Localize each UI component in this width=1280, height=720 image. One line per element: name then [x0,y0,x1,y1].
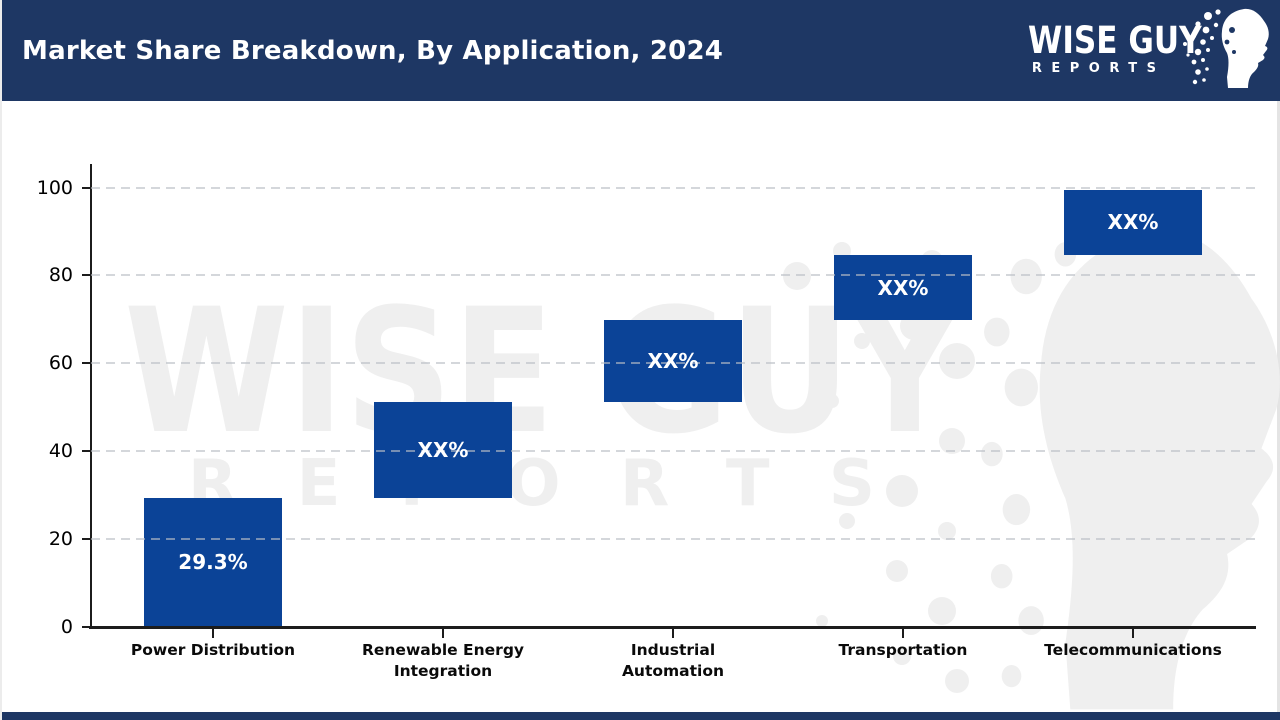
x-tick [672,629,674,638]
x-category-line: Telecommunications [1044,641,1222,659]
brand-text: WISE GUY REPORTS [995,19,1202,77]
x-axis-spine [89,626,1256,629]
gridline-80 [91,274,1257,277]
x-category-line: Industrial [630,641,716,659]
x-tick [1132,629,1134,638]
y-tick [82,449,91,452]
bar-value-label: XX% [647,348,699,373]
gridline-100 [91,186,1257,189]
x-tick [212,629,214,638]
bar-value-label: 29.3% [178,550,248,575]
x-category-line: Renewable Energy [361,641,525,659]
bar-value-label: XX% [1107,210,1159,235]
x-category-line: Transportation [838,641,968,659]
y-tick-label: 40 [48,439,73,462]
x-category-line: Integration [393,662,493,680]
bar-4 [834,255,972,321]
x-category-label: Transportation [788,640,1018,661]
gridline-40 [91,449,1257,452]
brand-logo: WISE GUY REPORTS [1020,6,1270,96]
y-axis-spine [90,164,92,628]
x-category-line: Power Distribution [130,641,296,659]
y-tick [82,537,91,540]
face-logo-icon [1183,8,1269,89]
y-tick [82,186,91,189]
x-category-label: Power Distribution [98,640,328,661]
brand-wordmark: WISE GUY [1028,19,1202,62]
y-tick-label: 100 [36,176,73,199]
bar-value-label: XX% [417,437,469,462]
y-tick [82,362,91,365]
header-bar: Market Share Breakdown, By Application, … [2,0,1280,101]
x-tick [902,629,904,638]
footer-bar [2,712,1280,720]
y-tick-label: 80 [48,264,73,287]
x-category-line: Automation [621,662,725,680]
y-tick-label: 20 [48,527,73,550]
y-tick-label: 0 [60,615,73,638]
y-tick-label: 60 [48,352,73,375]
bar-2 [374,401,512,498]
bar-1 [144,497,282,627]
y-tick [82,274,91,277]
y-tick [82,625,91,628]
gridline-20 [91,537,1257,540]
x-category-label: Renewable Energy Integration [328,640,558,682]
page-title: Market Share Breakdown, By Application, … [22,35,724,66]
gridline-60 [91,362,1257,365]
brand-reports: REPORTS [1031,61,1166,76]
x-tick [442,629,444,638]
x-category-label: Industrial Automation [558,640,788,682]
x-category-label: Telecommunications [1018,640,1248,661]
bar-3 [604,320,742,402]
bar-value-label: XX% [877,275,929,300]
